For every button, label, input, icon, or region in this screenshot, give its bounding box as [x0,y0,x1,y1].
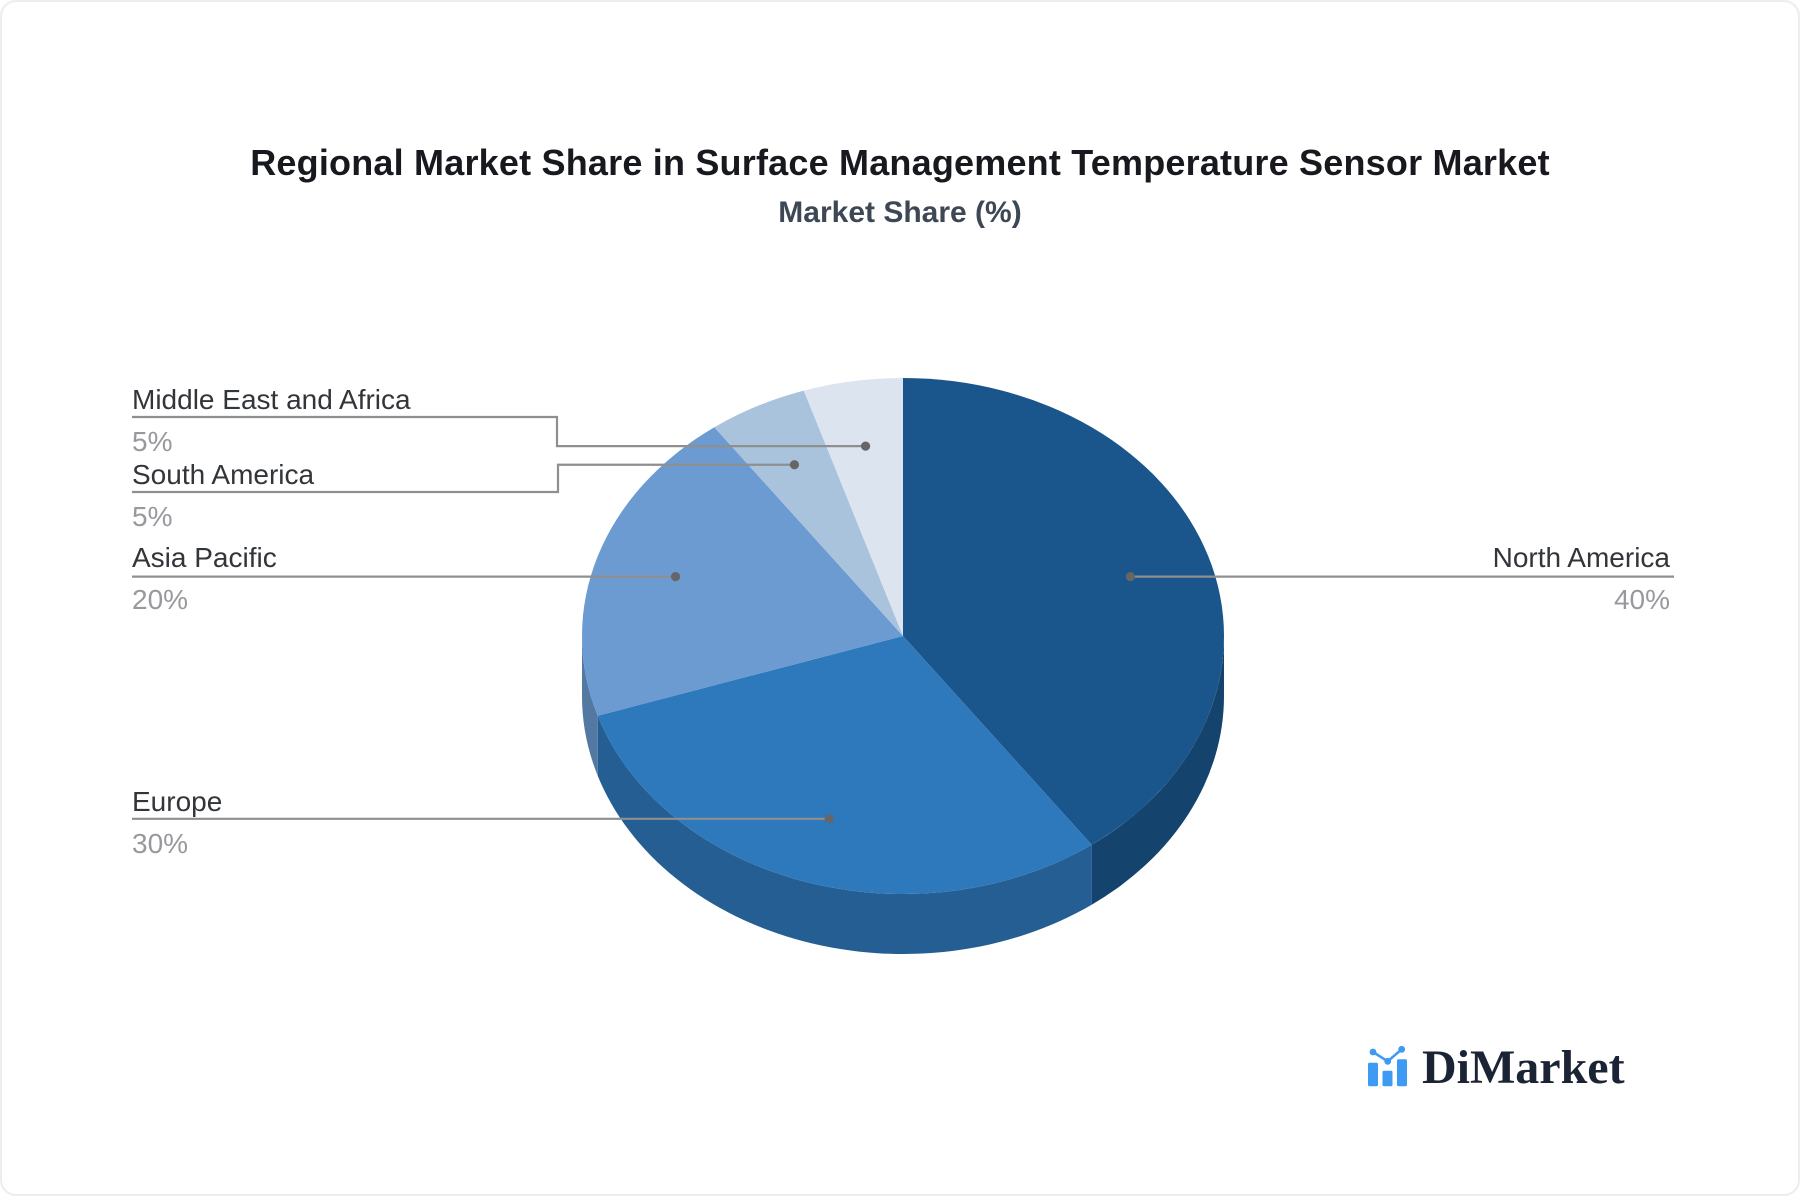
leader-line-middle-east-and-africa [132,415,866,448]
dimarket-logo-icon [1368,1045,1407,1087]
label-europe: Europe [132,786,223,817]
leader-dot-south-america [789,460,800,470]
value-asia-pacific: 20% [132,584,189,615]
leader-dot-north-america [1125,572,1136,582]
pie-slice-asia-pacific[interactable] [582,427,903,716]
value-europe: 30% [132,828,189,859]
pie-slice-side-europe [597,715,1092,954]
value-middle-east-and-africa: 5% [132,426,173,457]
pie-slice-side-north-america [1091,636,1224,905]
leader-line-south-america [132,463,795,494]
pie-slice-side-asia-pacific [582,636,598,776]
value-south-america: 5% [132,501,173,532]
pie-slice-north-america[interactable] [903,378,1224,845]
value-north-america: 40% [1613,584,1670,615]
pie-slice-south-america[interactable] [714,390,903,636]
label-north-america: North America [1492,542,1670,573]
chart-subtitle: Market Share (%) [778,196,1022,229]
pie-slice-europe[interactable] [597,636,1092,895]
chart-title: Regional Market Share in Surface Managem… [250,142,1550,183]
label-asia-pacific: Asia Pacific [132,542,277,573]
pie-slice-middle-east-and-africa[interactable] [803,378,903,636]
label-middle-east-and-africa: Middle East and Africa [132,384,411,415]
leader-dot-asia-pacific [670,572,681,582]
leader-dot-europe [824,814,834,824]
logo-bars [1368,1045,1407,1087]
dimarket-logo-text: DiMarket [1422,1041,1625,1094]
leader-dot-middle-east-and-africa [860,441,871,451]
label-south-america: South America [132,459,315,490]
